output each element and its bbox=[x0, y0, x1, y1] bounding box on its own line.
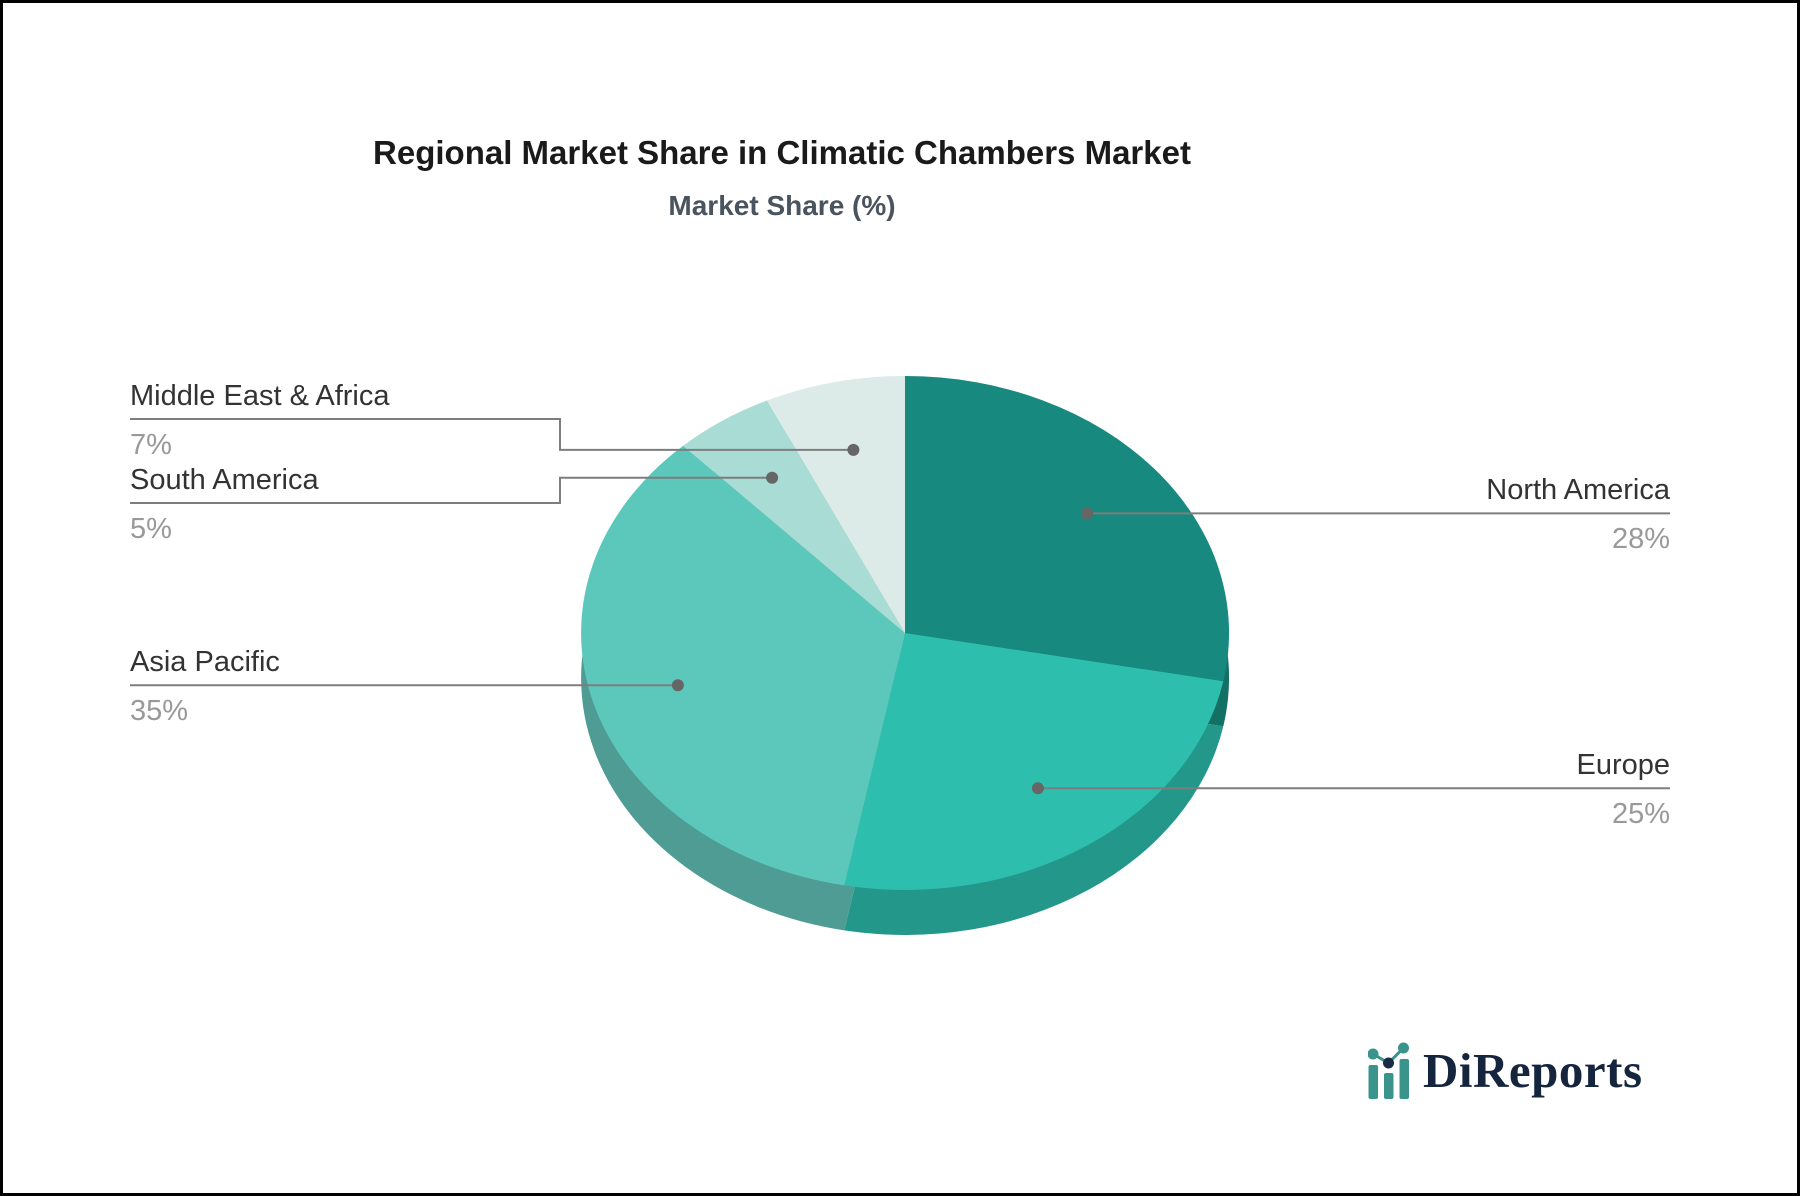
pie-slice-south-america bbox=[683, 400, 905, 633]
leader-dot bbox=[766, 471, 779, 484]
leader-dot bbox=[847, 443, 860, 456]
pie-slice-middle-east-africa bbox=[767, 376, 905, 633]
direports-watermark: DiReports bbox=[1368, 1042, 1643, 1099]
bar-chart-logo-icon bbox=[1368, 1042, 1409, 1099]
direports-logo-text: DiReports bbox=[1423, 1043, 1643, 1098]
pie-slice-europe bbox=[844, 633, 1224, 890]
leader-line bbox=[130, 418, 854, 451]
chart-title: Regional Market Share in Climatic Chambe… bbox=[373, 134, 1191, 171]
slice-value: 35% bbox=[130, 695, 189, 728]
pie-slice-asia-pacific bbox=[581, 445, 905, 886]
leader-dot bbox=[1031, 782, 1044, 795]
chart-subtitle: Market Share (%) bbox=[668, 190, 896, 221]
slice-label: Middle East & Africa bbox=[130, 380, 390, 412]
slice-label: North America bbox=[1486, 474, 1670, 507]
slice-value: 7% bbox=[130, 429, 172, 461]
leader-dot bbox=[671, 679, 684, 692]
leader-dot bbox=[1081, 507, 1094, 520]
leader-line bbox=[130, 476, 773, 504]
slice-value: 5% bbox=[130, 513, 172, 545]
slice-label: South America bbox=[130, 464, 319, 496]
slice-label: Asia Pacific bbox=[130, 646, 280, 679]
slice-value: 25% bbox=[1611, 798, 1670, 831]
slice-value: 28% bbox=[1611, 523, 1670, 556]
pie-slice-north-america bbox=[905, 376, 1230, 682]
slice-label: Europe bbox=[1576, 749, 1670, 782]
